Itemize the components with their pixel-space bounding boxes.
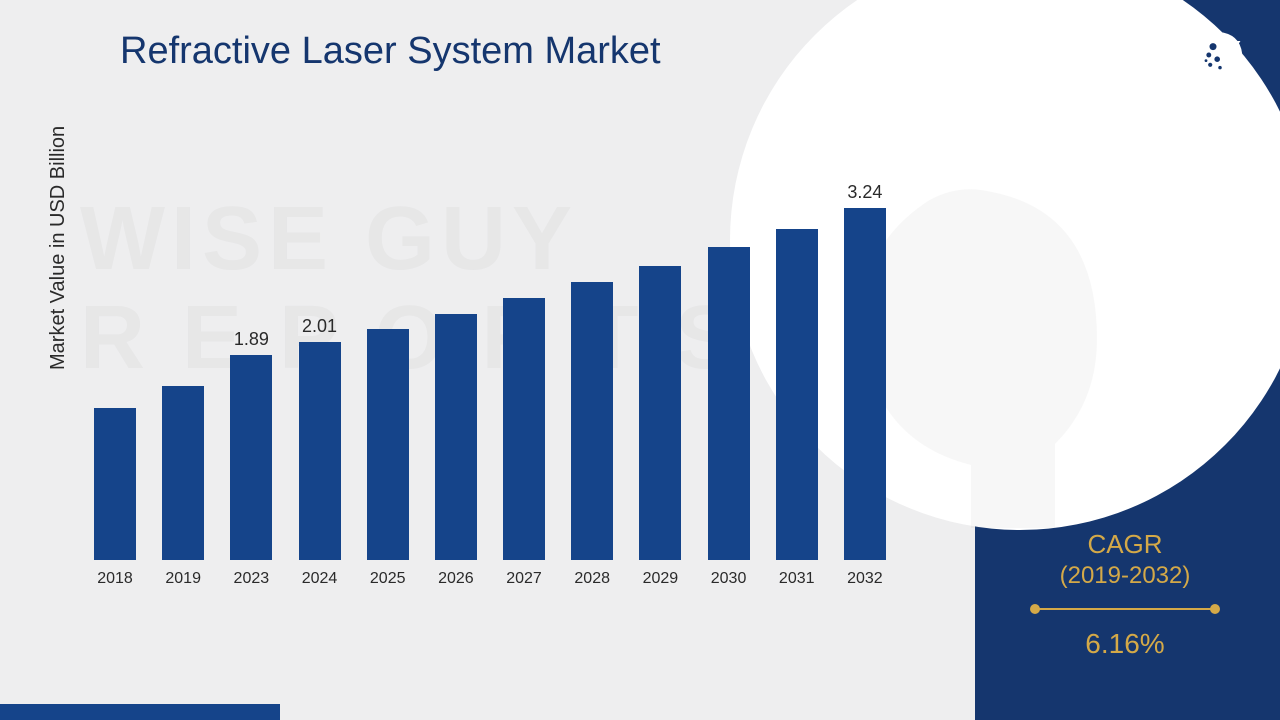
bar [639,266,681,560]
bar-category-label: 2019 [165,570,201,588]
bar-category-label: 2030 [711,570,747,588]
bar-category-label: 2027 [506,570,542,588]
bar [94,408,136,560]
bar [708,247,750,560]
bar-category-label: 2031 [779,570,815,588]
bar-wrap: 1.892023 [221,355,281,560]
bar-category-label: 2018 [97,570,133,588]
bar-category-label: 2026 [438,570,474,588]
bar-category-label: 2032 [847,570,883,588]
bar-wrap: 2027 [494,298,554,560]
bar-wrap: 3.242032 [835,208,895,560]
bar-wrap: 2029 [630,266,690,560]
cagr-value: 6.16% [1005,628,1245,660]
bar-category-label: 2028 [574,570,610,588]
cagr-block: CAGR (2019-2032) 6.16% [1005,529,1245,660]
bar-category-label: 2029 [643,570,679,588]
cagr-title: CAGR [1005,529,1245,560]
bar-wrap: 2031 [767,229,827,560]
bar-wrap: 2019 [153,386,213,560]
bar-category-label: 2025 [370,570,406,588]
bar-value-label: 1.89 [234,329,269,350]
bar [776,229,818,560]
bar-wrap: 2030 [699,247,759,560]
bar [571,282,613,560]
bar-value-label: 2.01 [302,316,337,337]
cagr-range: (2019-2032) [1005,562,1245,590]
bar-wrap: 2026 [426,314,486,560]
bar [503,298,545,560]
bar-wrap: 2025 [358,329,418,560]
bar-wrap: 2028 [562,282,622,560]
chart-title: Refractive Laser System Market [120,30,661,73]
bar-chart: Market Value in USD Billion 201820191.89… [75,170,895,590]
bar [230,355,272,560]
bars-container: 201820191.8920232.0120242025202620272028… [85,180,895,560]
bar-category-label: 2024 [302,570,338,588]
cagr-divider [1035,608,1215,610]
bar-wrap: 2018 [85,408,145,560]
brand-logo: WISE GUY R E P O R T S [1012,35,1245,83]
y-axis-label: Market Value in USD Billion [47,126,70,370]
bar-wrap: 2.012024 [290,342,350,560]
bar [367,329,409,560]
bottom-accent-bar [0,704,280,720]
bar [844,208,886,560]
bar [299,342,341,560]
bar-value-label: 3.24 [847,182,882,203]
bar-category-label: 2023 [234,570,270,588]
bar [162,386,204,560]
logo-head-icon [1185,27,1255,97]
bar [435,314,477,560]
